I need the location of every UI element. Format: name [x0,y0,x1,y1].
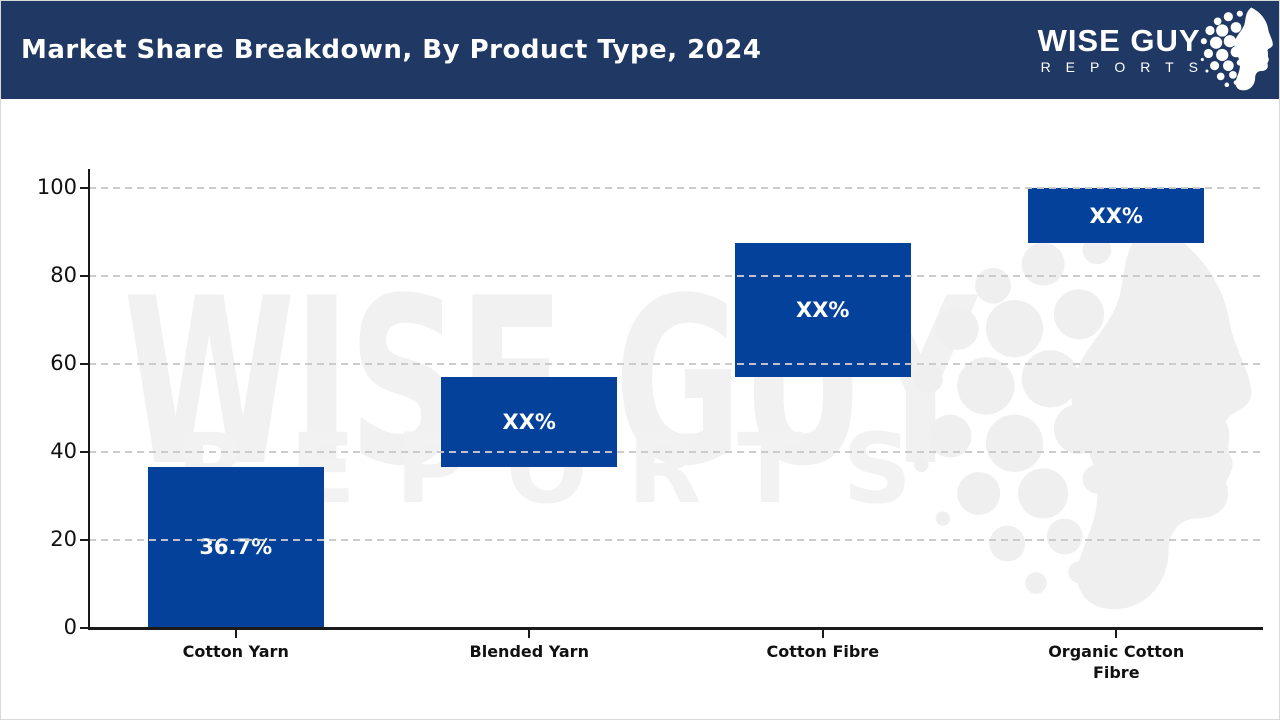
waterfall-bar: XX% [734,243,911,378]
bar-value-label: XX% [502,409,556,434]
y-tick-mark [80,539,89,541]
gridline [89,275,1263,277]
y-tick-mark [80,451,89,453]
waterfall-bar: XX% [1028,188,1205,243]
header: Market Share Breakdown, By Product Type,… [1,1,1279,99]
y-tick-label: 100 [36,175,77,199]
bar-value-label: XX% [1089,203,1143,228]
gridline [89,187,1263,189]
gridline [89,539,1263,541]
x-category-label: Organic Cotton Fibre [1048,642,1185,682]
brand-wordmark: WISE GUY REPORTS [1037,22,1213,76]
x-axis-line [88,627,1263,630]
x-tick-mark [821,630,824,638]
x-tick-mark [1115,630,1118,638]
brand-name: WISE GUY [1037,22,1201,58]
waterfall-bar: XX% [441,377,618,467]
y-tick-mark [80,363,89,365]
x-category-label: Blended Yarn [469,642,589,661]
x-category-label: Cotton Yarn [182,642,289,661]
dotted-head-profile-icon [1200,7,1273,91]
gridline [89,363,1263,365]
y-tick-mark [80,275,89,277]
y-tick-label: 0 [63,615,77,639]
bar-value-label: XX% [796,298,850,323]
y-tick-label: 80 [50,263,77,287]
chart-title: Market Share Breakdown, By Product Type,… [21,35,762,65]
y-axis-line [88,169,90,630]
x-tick-mark [234,630,237,638]
y-tick-label: 60 [50,351,77,375]
x-category-label: Cotton Fibre [766,642,880,661]
y-tick-label: 40 [50,439,77,463]
brand-subtitle: REPORTS [1040,59,1213,76]
brand-logo: WISE GUY REPORTS [1038,3,1275,97]
y-tick-label: 20 [50,527,77,551]
gridline [89,451,1263,453]
y-tick-mark [80,187,89,189]
x-tick-mark [528,630,531,638]
waterfall-bar: 36.7% [147,466,324,628]
y-tick-mark [80,627,89,629]
